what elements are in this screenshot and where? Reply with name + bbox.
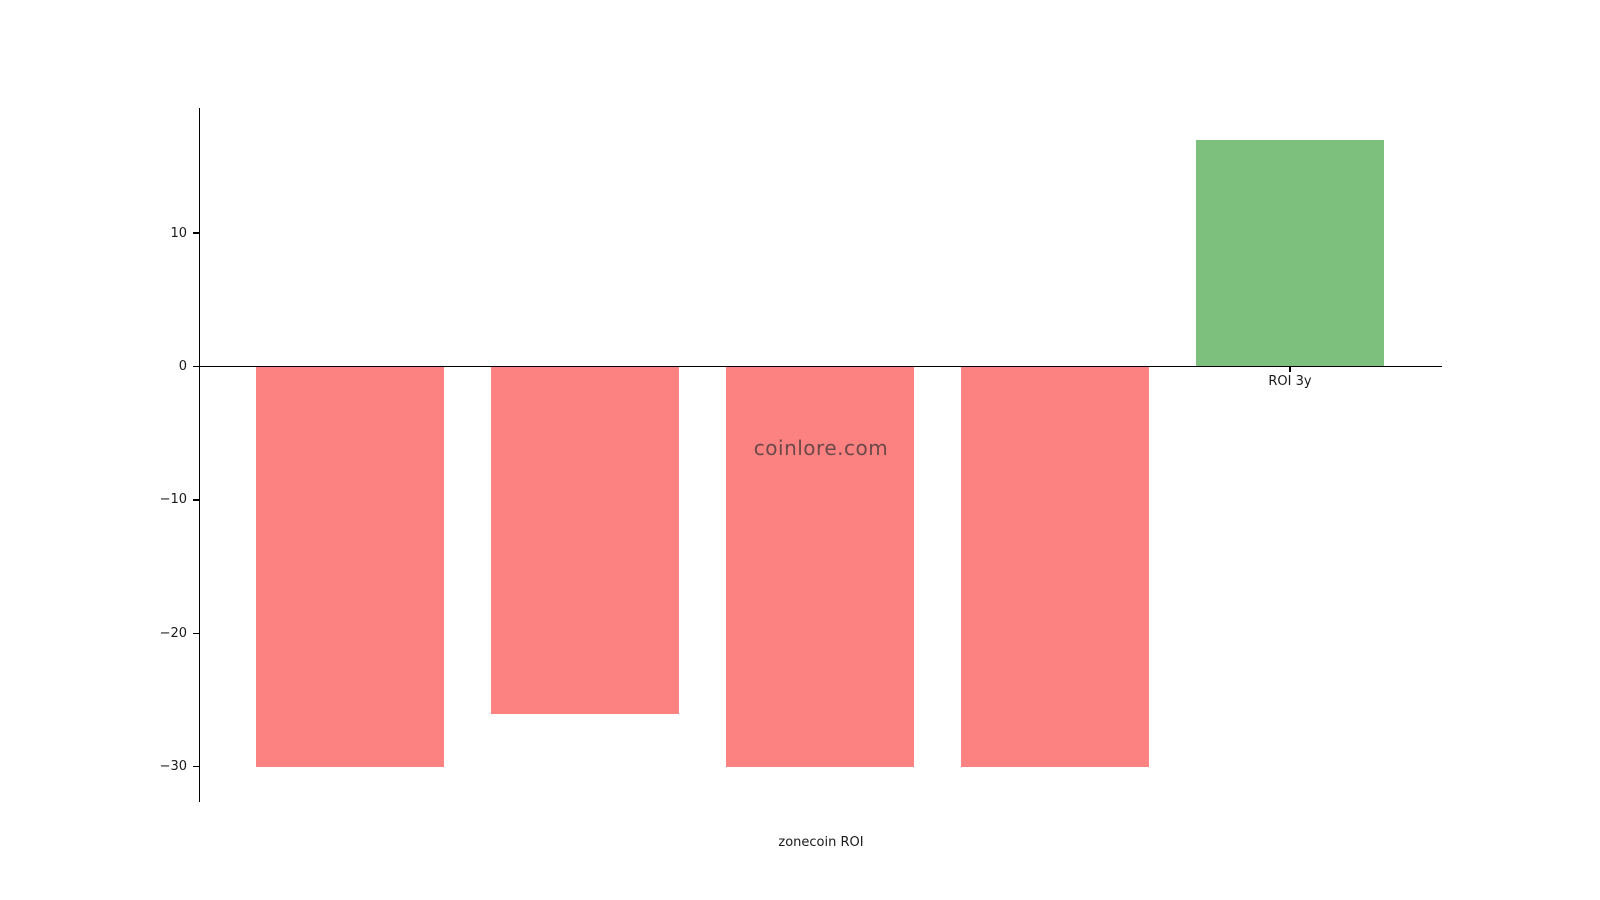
y-tick-mark bbox=[193, 232, 200, 234]
y-tick-mark bbox=[193, 365, 200, 368]
bar-roi-4 bbox=[960, 367, 1149, 768]
watermark-text: coinlore.com bbox=[753, 436, 889, 460]
y-tick-mark bbox=[193, 499, 200, 501]
y-tick-label: −10 bbox=[159, 492, 187, 508]
y-tick-label: 10 bbox=[170, 225, 187, 241]
x-tick-label: ROI 3y bbox=[1268, 373, 1312, 389]
y-tick-mark bbox=[193, 765, 200, 768]
y-tick-mark bbox=[193, 632, 200, 635]
x-axis-line bbox=[200, 365, 1442, 368]
y-tick-label: −30 bbox=[159, 759, 187, 775]
y-axis-line bbox=[198, 108, 200, 802]
x-tick-mark bbox=[1289, 366, 1291, 372]
bar-roi-1 bbox=[255, 367, 444, 768]
y-tick-label: 0 bbox=[178, 359, 187, 374]
x-axis-title: zonecoin ROI bbox=[778, 835, 864, 850]
bar-roi-3y bbox=[1196, 139, 1384, 367]
y-tick-label: −20 bbox=[159, 625, 187, 641]
bar-roi-3 bbox=[725, 367, 914, 768]
bar-roi-2 bbox=[490, 367, 679, 715]
